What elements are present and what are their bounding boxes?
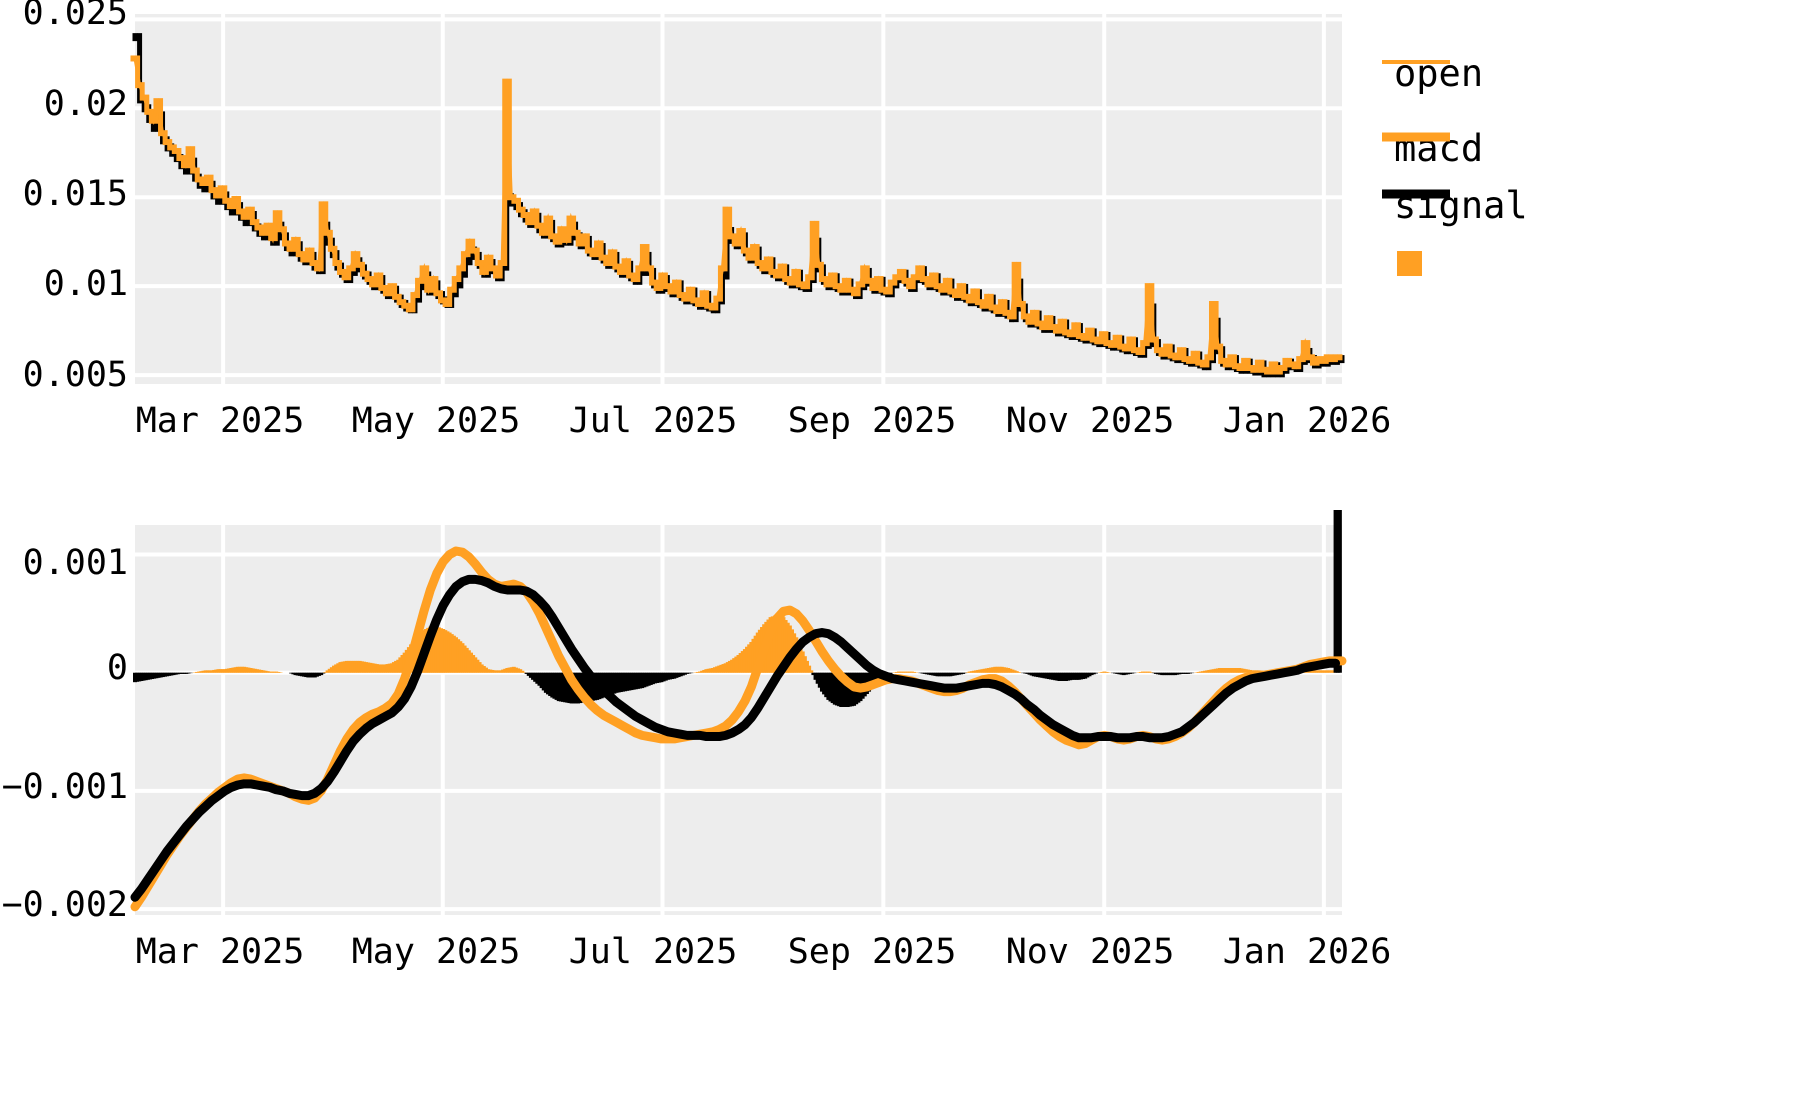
legend-line-signal bbox=[1382, 189, 1450, 199]
price-xtick-1: May 2025 bbox=[351, 401, 521, 441]
price-xtick-0: Mar 2025 bbox=[135, 401, 305, 441]
price-xtick-2: Jul 2025 bbox=[568, 401, 738, 441]
price-xtick-5: Jan 2026 bbox=[1222, 401, 1392, 441]
price-open-bars bbox=[130, 55, 1343, 375]
price-xtick-3: Sep 2025 bbox=[787, 401, 957, 441]
macd-series-canvas bbox=[130, 510, 1347, 915]
price-open-line bbox=[133, 58, 1342, 374]
macd-xtick-1: May 2025 bbox=[351, 932, 521, 972]
price-ytick-0: 0.025 bbox=[22, 0, 128, 33]
macd-panel: 0.001 0 −0.001 −0.002 Mar 2025 May 2025 … bbox=[0, 510, 1800, 1100]
macd-plot-area bbox=[135, 525, 1342, 915]
macd-ytick-0: 0.001 bbox=[22, 543, 128, 583]
legend-line-open bbox=[1382, 60, 1450, 64]
legend-entry-open[interactable]: open bbox=[1380, 55, 1483, 92]
legend-entry-signal[interactable]: signal bbox=[1380, 187, 1528, 224]
macd-xtick-0: Mar 2025 bbox=[135, 932, 305, 972]
price-xtick-4: Nov 2025 bbox=[1005, 401, 1175, 441]
price-close-bars bbox=[132, 33, 1345, 378]
legend-entry-macd[interactable]: macd bbox=[1380, 130, 1483, 167]
price-ytick-3: 0.01 bbox=[43, 264, 128, 304]
macd-ytick-1: 0 bbox=[106, 648, 128, 688]
price-panel: 0.025 0.02 0.015 0.01 0.005 Mar 2025 May… bbox=[0, 0, 1800, 470]
macd-ytick-2: −0.001 bbox=[1, 767, 128, 807]
macd-xtick-5: Jan 2026 bbox=[1222, 932, 1392, 972]
macd-xtick-4: Nov 2025 bbox=[1005, 932, 1175, 972]
price-ytick-1: 0.02 bbox=[43, 84, 128, 124]
chart-legend: open macd signal bbox=[1380, 20, 1800, 280]
legend-patch-histogram bbox=[1397, 251, 1422, 276]
price-series-canvas bbox=[130, 14, 1345, 384]
macd-ytick-3: −0.002 bbox=[1, 885, 128, 925]
price-ytick-2: 0.015 bbox=[22, 174, 128, 214]
macd-histogram bbox=[133, 510, 1342, 707]
legend-line-macd bbox=[1382, 132, 1450, 142]
macd-xtick-3: Sep 2025 bbox=[787, 932, 957, 972]
signal-line bbox=[130, 574, 1341, 902]
price-ytick-4: 0.005 bbox=[22, 355, 128, 395]
macd-xtick-2: Jul 2025 bbox=[568, 932, 738, 972]
